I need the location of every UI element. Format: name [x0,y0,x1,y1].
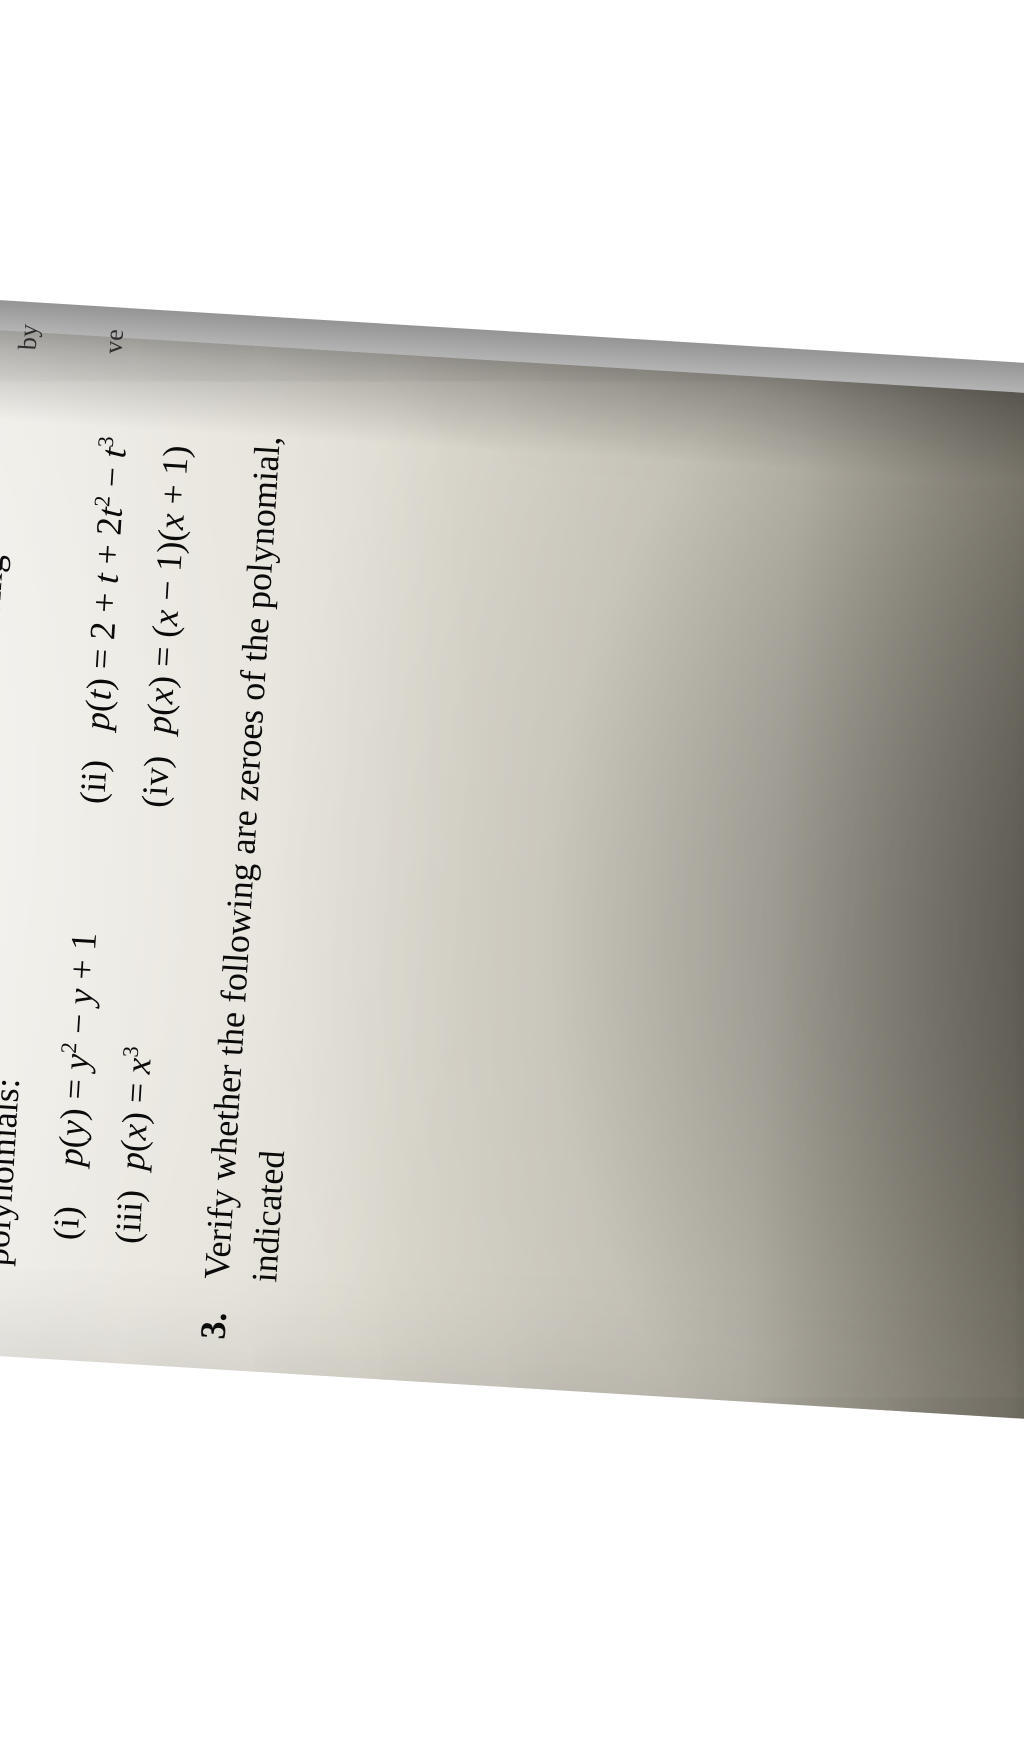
part-label: (i) [44,1179,90,1241]
q2-part-iv: (iv) p(x) = (x − 1)(x + 1) [133,370,202,809]
textbook-page: EXERCISE 2.2 1. Find the value of the po… [0,310,1024,1439]
part-label: (iv) [133,746,179,808]
question-text: Verify whether the following are zeroes … [192,375,344,1283]
part-label: (iii) [106,1183,152,1245]
margin-fragment: ve [99,328,130,354]
question-3: 3. Verify whether the following are zero… [188,375,344,1343]
part-label: (ii) [71,743,117,805]
question-number: 3. [191,1278,237,1340]
margin-fragment: by [13,323,45,351]
part-expr: p(x) = (x − 1)(x + 1) [137,444,197,735]
q2-part-iii: (iii) p(x) = x3 [106,806,175,1245]
q2-part-i: (i) p(y) = y2 − y + 1 [44,802,113,1241]
part-expr: p(t) = 2 + t + 2t2 − t3 [75,436,135,732]
q2-part-ii: (ii) p(t) = 2 + t + 2t2 − t3 [71,366,140,805]
part-expr: p(y) = y2 − y + 1 [49,931,105,1167]
part-expr: p(x) = x3 [111,1045,160,1171]
page-content: EXERCISE 2.2 1. Find the value of the po… [0,344,366,1345]
